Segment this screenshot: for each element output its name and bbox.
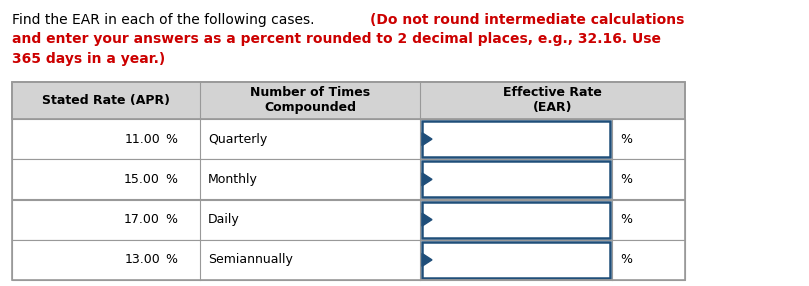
Bar [12, 200, 685, 240]
Text: Number of Times
Compounded: Number of Times Compounded [250, 86, 370, 114]
Text: 13.00: 13.00 [125, 253, 160, 266]
Text: 11.00: 11.00 [125, 133, 160, 146]
Polygon shape [422, 133, 432, 146]
Bar [422, 161, 610, 198]
Text: %: % [165, 253, 177, 266]
Text: Effective Rate
(EAR): Effective Rate (EAR) [503, 86, 602, 114]
Text: %: % [620, 213, 632, 226]
Bar [422, 202, 610, 238]
Text: Stated Rate (APR): Stated Rate (APR) [42, 94, 170, 107]
Text: %: % [620, 253, 632, 266]
Text: Find the EAR in each of the following cases.: Find the EAR in each of the following ca… [12, 13, 319, 27]
Polygon shape [422, 253, 432, 266]
Polygon shape [422, 173, 432, 186]
Bar [12, 82, 685, 280]
Bar [12, 82, 685, 119]
Bar [12, 240, 685, 280]
Text: Quarterly: Quarterly [208, 133, 267, 146]
Text: %: % [165, 173, 177, 186]
Text: 15.00: 15.00 [124, 173, 160, 186]
Polygon shape [422, 213, 432, 226]
Text: %: % [620, 173, 632, 186]
Bar [12, 159, 685, 200]
Text: 17.00: 17.00 [124, 213, 160, 226]
Text: %: % [620, 133, 632, 146]
Text: Monthly: Monthly [208, 173, 258, 186]
Text: and enter your answers as a percent rounded to 2 decimal places, e.g., 32.16. Us: and enter your answers as a percent roun… [12, 33, 661, 47]
Text: %: % [165, 133, 177, 146]
Text: (Do not round intermediate calculations: (Do not round intermediate calculations [370, 13, 684, 27]
Text: Semiannually: Semiannually [208, 253, 293, 266]
Text: %: % [165, 213, 177, 226]
Bar [12, 119, 685, 159]
Bar [422, 121, 610, 157]
Text: Daily: Daily [208, 213, 239, 226]
Text: 365 days in a year.): 365 days in a year.) [12, 52, 165, 66]
Bar [422, 242, 610, 278]
